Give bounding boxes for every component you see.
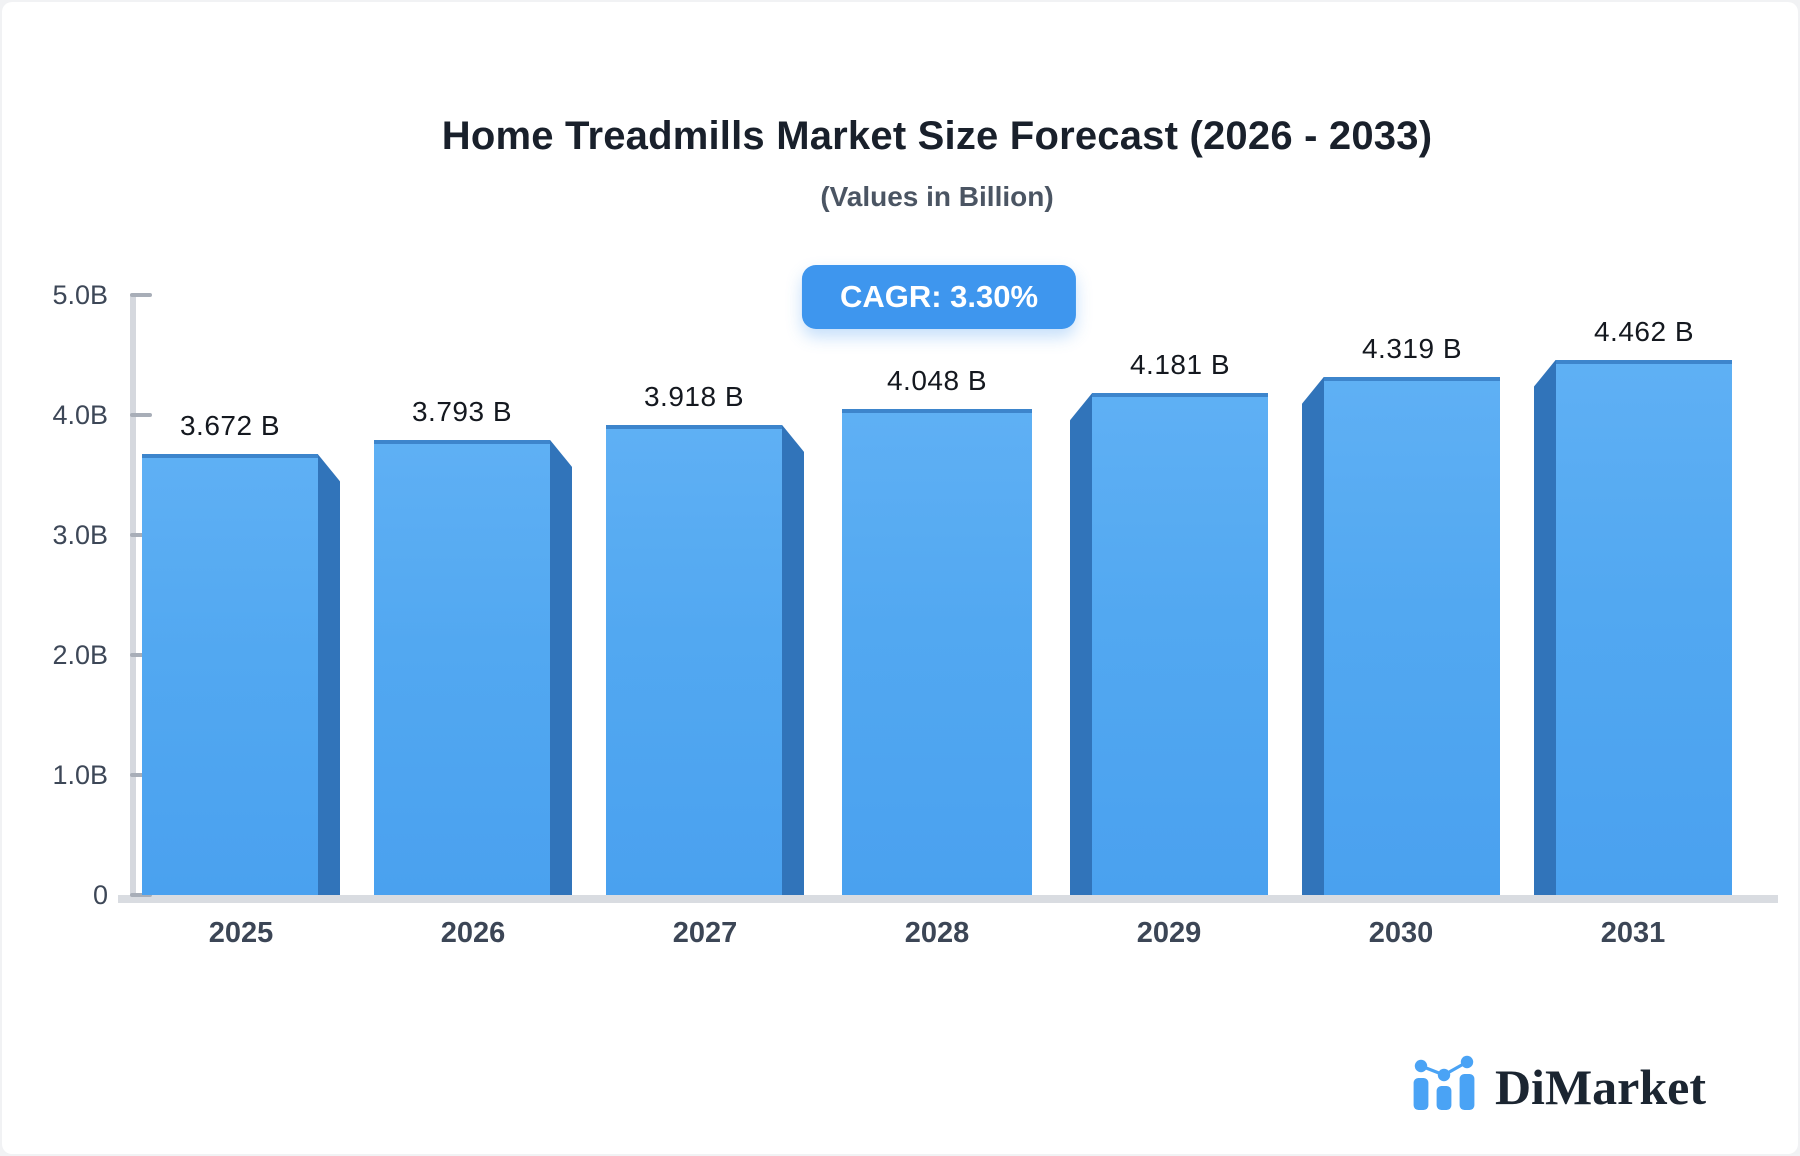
- bar-bevel: [318, 454, 340, 895]
- bar-bevel: [1302, 376, 1324, 895]
- bar-value-label: 4.319 B: [1361, 332, 1463, 364]
- y-tick-dash: [130, 293, 152, 297]
- bar-2026: [374, 439, 572, 895]
- bar-value-label: 4.048 B: [886, 365, 988, 397]
- y-tick: 1.0B: [32, 755, 152, 795]
- bar-2025: [142, 454, 340, 895]
- bar-face: [374, 439, 550, 895]
- chart-subtitle: (Values in Billion): [820, 181, 1054, 212]
- bar-value-label: 4.462 B: [1593, 315, 1695, 347]
- x-category-label: 2026: [440, 917, 506, 949]
- chart-header: Home Treadmills Market Size Forecast (20…: [37, 2, 1798, 213]
- bar-2030: [1302, 376, 1500, 895]
- bar-bevel: [550, 439, 572, 895]
- y-tick-label: 0: [92, 879, 108, 910]
- brand-name: DiMarket: [1494, 1059, 1706, 1115]
- bar-face: [606, 424, 782, 895]
- bar-face: [142, 454, 318, 895]
- y-tick-dash: [130, 413, 152, 417]
- y-tick-dash: [130, 533, 152, 537]
- x-axis-line: [118, 895, 1778, 903]
- y-tick-dash: [130, 773, 152, 777]
- x-category-label: 2029: [1136, 917, 1202, 949]
- bar-value-label: 3.793 B: [411, 395, 513, 427]
- bar-face: [1556, 359, 1732, 895]
- bar-bevel: [1070, 393, 1092, 895]
- y-tick-label: 5.0B: [52, 279, 108, 310]
- bar-2031: [1534, 359, 1732, 895]
- y-tick: 3.0B: [32, 515, 152, 555]
- bar-chart-logo-icon: [1413, 1055, 1475, 1110]
- cagr-badge: CAGR: 3.30%: [801, 265, 1077, 329]
- y-tick: 2.0B: [32, 635, 152, 675]
- bar-2027: [606, 424, 804, 895]
- bar-value-label: 3.918 B: [643, 380, 745, 412]
- y-tick-label: 2.0B: [52, 639, 108, 670]
- x-category-label: 2030: [1368, 917, 1434, 949]
- bar-face: [1324, 376, 1500, 895]
- bar-value-label: 4.181 B: [1129, 349, 1231, 381]
- y-tick: 5.0B: [32, 275, 152, 315]
- y-tick-label: 1.0B: [52, 759, 108, 790]
- chart-title: Home Treadmills Market Size Forecast (20…: [441, 114, 1433, 158]
- bar-value-label: 3.672 B: [179, 410, 281, 442]
- bar-2029: [1070, 393, 1268, 895]
- x-category-label: 2028: [904, 917, 970, 949]
- x-category-label: 2025: [208, 917, 274, 949]
- bar-bevel: [1534, 359, 1556, 895]
- y-tick-dash: [130, 893, 152, 897]
- bar-bevel: [782, 424, 804, 895]
- y-tick: 4.0B: [32, 395, 152, 435]
- x-category-label: 2027: [672, 917, 738, 949]
- y-tick-label: 4.0B: [52, 399, 108, 430]
- y-axis-line: [130, 294, 136, 896]
- bar-face: [842, 409, 1032, 895]
- bar-2028: [842, 409, 1032, 895]
- x-category-label: 2031: [1600, 917, 1666, 949]
- y-tick: 0: [32, 875, 152, 915]
- bar-face: [1092, 393, 1268, 895]
- brand-logo: DiMarket: [1409, 1048, 1706, 1112]
- y-tick-dash: [130, 653, 152, 657]
- y-tick-label: 3.0B: [52, 519, 108, 550]
